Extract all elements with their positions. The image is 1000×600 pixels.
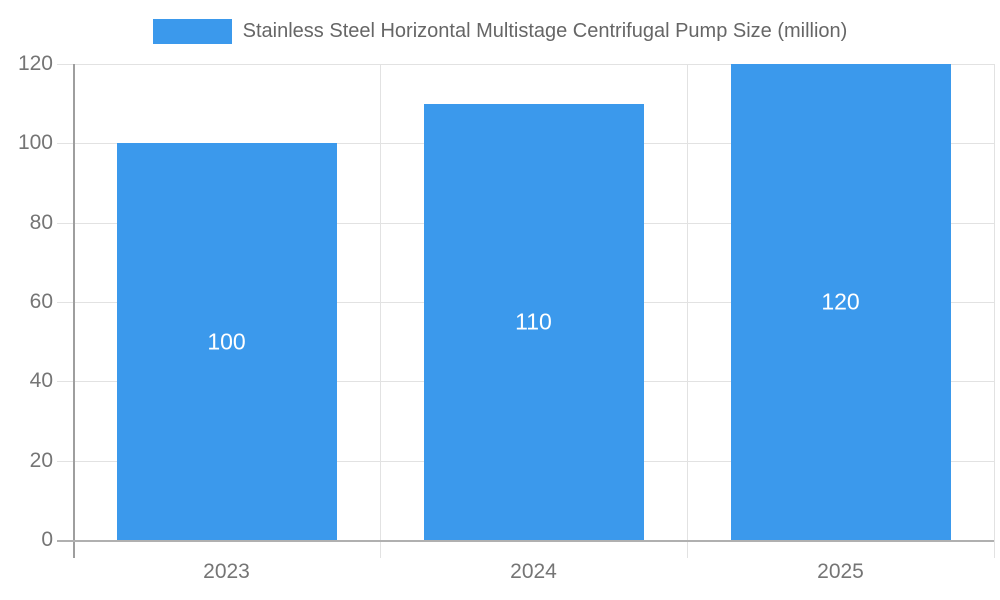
bar-value-label-2024: 110 [515, 308, 552, 335]
y-axis-tick-label: 20 [29, 448, 53, 472]
y-axis-tick-label: 60 [29, 290, 53, 313]
bar-2023[interactable] [116, 143, 337, 540]
bar-2025[interactable] [730, 64, 951, 540]
y-axis-tick-label: 120 [17, 52, 53, 75]
y-axis-tick-label: 80 [29, 210, 53, 234]
legend-swatch [152, 18, 232, 44]
x-gridline-3 [994, 64, 995, 558]
y-gridline-120 [57, 64, 994, 65]
bar-value-label-2023: 100 [207, 328, 246, 355]
legend[interactable]: Stainless Steel Horizontal Multistage Ce… [0, 16, 1000, 46]
y-axis-tick-label: 0 [41, 528, 53, 551]
x-axis-tick-label-2024: 2024 [510, 560, 557, 583]
legend-label: Stainless Steel Horizontal Multistage Ce… [242, 19, 848, 42]
x-gridline-1 [380, 64, 381, 558]
x-axis-tick-label-2023: 2023 [203, 560, 250, 583]
y-axis-tick-label: 100 [17, 131, 53, 155]
x-gridline-2 [687, 64, 688, 558]
bar-value-label-2025: 120 [821, 288, 860, 315]
x-axis-line [57, 540, 994, 542]
x-axis-tick-label-2025: 2025 [817, 560, 864, 583]
y-axis-tick-label: 40 [29, 369, 53, 393]
bar-2024[interactable] [423, 103, 644, 540]
y-axis-line [73, 64, 75, 558]
